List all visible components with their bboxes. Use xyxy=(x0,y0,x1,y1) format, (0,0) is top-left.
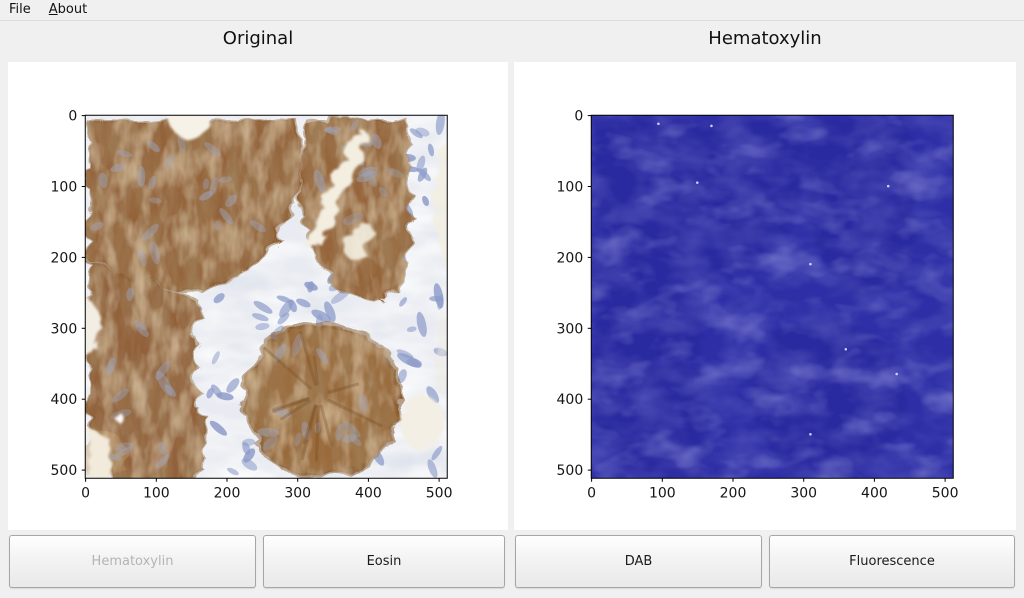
eosin-button[interactable]: Eosin xyxy=(263,535,505,588)
gland-nuclei xyxy=(90,119,404,469)
svg-text:0: 0 xyxy=(68,109,77,125)
dab-glands xyxy=(85,115,409,479)
svg-text:400: 400 xyxy=(557,392,584,408)
svg-text:300: 300 xyxy=(284,485,311,501)
svg-text:100: 100 xyxy=(143,485,170,501)
svg-text:200: 200 xyxy=(557,250,584,266)
svg-text:0: 0 xyxy=(574,109,583,125)
figure-panel-original: 0 100 200 300 400 500 0 100 200 300 400 500 xyxy=(8,62,508,530)
svg-text:0: 0 xyxy=(81,485,90,501)
title-original: Original xyxy=(222,28,294,49)
y-axis-ticks: 0 100 200 300 400 500 xyxy=(557,109,592,479)
gland-radial-texture xyxy=(263,331,383,462)
svg-text:0: 0 xyxy=(587,485,596,501)
svg-text:100: 100 xyxy=(557,180,584,196)
menu-bar: File About xyxy=(0,0,1024,21)
svg-text:500: 500 xyxy=(426,485,453,501)
menu-about[interactable]: About xyxy=(48,2,88,17)
bright-specks xyxy=(657,122,898,436)
lumen-highlights xyxy=(85,115,448,479)
svg-text:300: 300 xyxy=(790,485,817,501)
figure-panel-hematoxylin: 0 100 200 300 400 500 0 100 200 300 400 500 xyxy=(514,62,1016,530)
svg-text:500: 500 xyxy=(932,485,959,501)
svg-text:500: 500 xyxy=(51,463,78,479)
svg-text:300: 300 xyxy=(51,321,78,337)
title-hematoxylin: Hematoxylin xyxy=(708,28,822,49)
hematoxylin-image xyxy=(591,115,954,479)
axes-frame xyxy=(84,114,448,479)
x-axis-ticks: 0 100 200 300 400 500 xyxy=(81,478,452,501)
svg-text:500: 500 xyxy=(557,463,584,479)
svg-text:400: 400 xyxy=(861,485,888,501)
fluorescence-button[interactable]: Fluorescence xyxy=(769,535,1015,588)
menu-file[interactable]: File xyxy=(9,2,31,17)
figure-hematoxylin: 0 100 200 300 400 500 0 100 200 300 400 500 xyxy=(557,109,959,502)
svg-text:300: 300 xyxy=(557,321,584,337)
svg-text:100: 100 xyxy=(51,180,78,196)
ihc-image xyxy=(85,115,448,479)
svg-text:100: 100 xyxy=(649,485,676,501)
x-axis-ticks: 0 100 200 300 400 500 xyxy=(587,478,958,501)
svg-text:200: 200 xyxy=(214,485,241,501)
y-axis-ticks: 0 100 200 300 400 500 xyxy=(51,109,86,479)
axes-frame xyxy=(590,114,954,479)
svg-text:400: 400 xyxy=(51,392,78,408)
svg-text:400: 400 xyxy=(355,485,382,501)
svg-text:200: 200 xyxy=(51,250,78,266)
svg-text:200: 200 xyxy=(720,485,747,501)
hematoxylin-button: Hematoxylin xyxy=(9,535,256,588)
figure-original: 0 100 200 300 400 500 0 100 200 300 400 500 xyxy=(51,109,453,502)
dab-button[interactable]: DAB xyxy=(515,535,762,588)
